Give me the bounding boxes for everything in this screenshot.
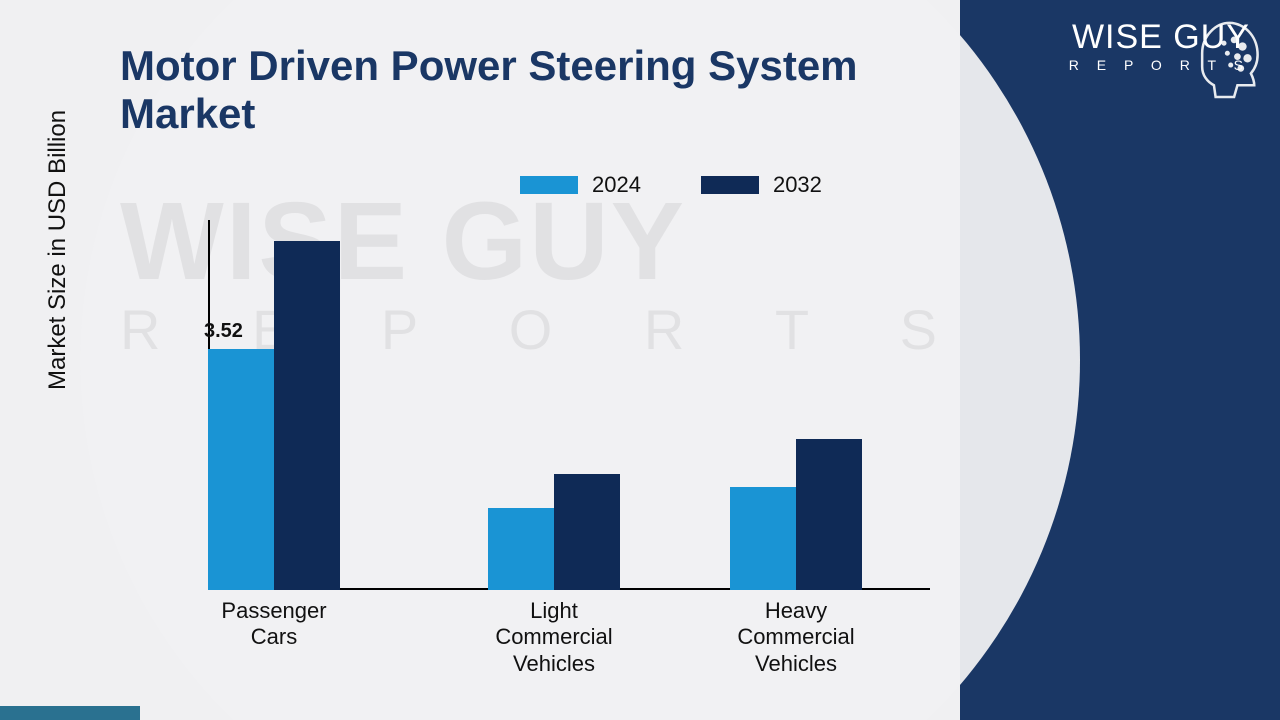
chart-title: Motor Driven Power Steering System Marke…: [120, 42, 880, 139]
category-label-2: HeavyCommercialVehicles: [711, 590, 881, 677]
brand-logo: WISE GUY R E P O R T S: [1069, 20, 1250, 72]
bar-2-0: [730, 487, 796, 590]
legend: 2024 2032: [520, 172, 822, 198]
bar-0-0: [208, 349, 274, 590]
legend-item-0: 2024: [520, 172, 641, 198]
bar-1-0: [488, 508, 554, 590]
brand-line1: WISE GUY: [1069, 20, 1250, 54]
legend-swatch-1: [701, 176, 759, 194]
legend-swatch-0: [520, 176, 578, 194]
bar-0-1: [274, 241, 340, 590]
stage: WISE GUY R E P O R T S WISE GUY R E P O …: [0, 0, 1280, 720]
plot-area: 3.52PassengerCarsLightCommercialVehicles…: [150, 220, 930, 590]
brand-line2: R E P O R T S: [1069, 58, 1250, 72]
bar-label-0-0: 3.52: [204, 320, 243, 343]
bar-2-1: [796, 439, 862, 590]
bar-1-1: [554, 474, 620, 590]
y-axis-label: Market Size in USD Billion: [44, 110, 72, 390]
category-label-0: PassengerCars: [189, 590, 359, 651]
bottom-accent-bar: [0, 706, 140, 720]
legend-label-0: 2024: [592, 172, 641, 198]
legend-label-1: 2032: [773, 172, 822, 198]
category-label-1: LightCommercialVehicles: [469, 590, 639, 677]
legend-item-1: 2032: [701, 172, 822, 198]
